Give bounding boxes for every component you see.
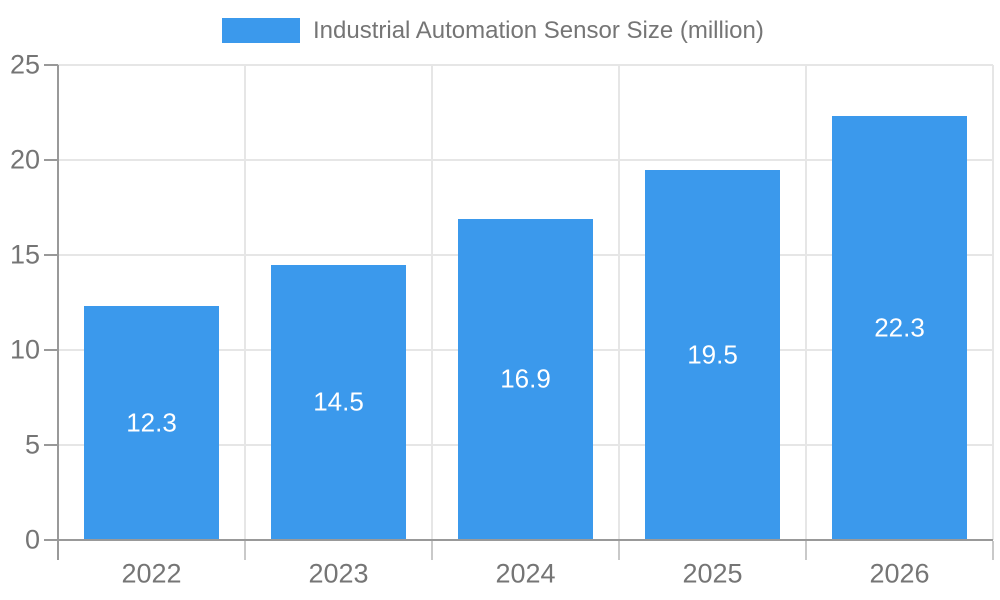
bar[interactable]: 12.3 (84, 306, 219, 540)
bar-value-label: 22.3 (874, 312, 925, 343)
x-gridline (992, 65, 994, 540)
y-tick-label: 0 (24, 524, 40, 555)
legend[interactable]: Industrial Automation Sensor Size (milli… (222, 17, 764, 44)
x-tick-label: 2024 (495, 558, 556, 589)
x-axis-tick (431, 541, 433, 560)
legend-swatch-icon (222, 18, 300, 43)
y-gridline (58, 64, 993, 66)
x-gridline (244, 65, 246, 540)
y-tick-label: 5 (24, 429, 40, 460)
bar[interactable]: 16.9 (458, 218, 593, 540)
legend-label: Industrial Automation Sensor Size (milli… (313, 17, 764, 44)
x-gridline (618, 65, 620, 540)
y-axis-tick (44, 349, 58, 351)
x-axis-tick (992, 541, 994, 560)
y-axis-tick (44, 539, 58, 541)
x-axis-tick (244, 541, 246, 560)
x-tick-label: 2026 (869, 558, 930, 589)
x-gridline (431, 65, 433, 540)
bar[interactable]: 22.3 (832, 116, 967, 540)
bar[interactable]: 19.5 (645, 169, 780, 540)
x-tick-label: 2023 (308, 558, 369, 589)
y-axis-line (57, 65, 59, 540)
y-tick-label: 25 (9, 49, 40, 80)
x-tick-label: 2025 (682, 558, 743, 589)
y-axis-tick (44, 159, 58, 161)
bar-value-label: 14.5 (313, 386, 364, 417)
bar-value-label: 19.5 (687, 339, 738, 370)
x-tick-label: 2022 (121, 558, 182, 589)
x-axis-tick (805, 541, 807, 560)
y-tick-label: 10 (9, 334, 40, 365)
plot-area: 12.3 14.5 16.9 19.5 22.3 (58, 64, 994, 540)
x-axis-tick (57, 541, 59, 560)
y-axis-tick (44, 444, 58, 446)
x-axis-line (58, 539, 993, 541)
bar-value-label: 12.3 (126, 407, 177, 438)
bar-value-label: 16.9 (500, 363, 551, 394)
y-axis-tick (44, 254, 58, 256)
y-tick-label: 15 (9, 239, 40, 270)
y-gridline (58, 159, 993, 161)
y-axis-tick (44, 64, 58, 66)
x-gridline (805, 65, 807, 540)
bar[interactable]: 14.5 (271, 264, 406, 540)
x-axis-tick (618, 541, 620, 560)
y-tick-label: 20 (9, 144, 40, 175)
